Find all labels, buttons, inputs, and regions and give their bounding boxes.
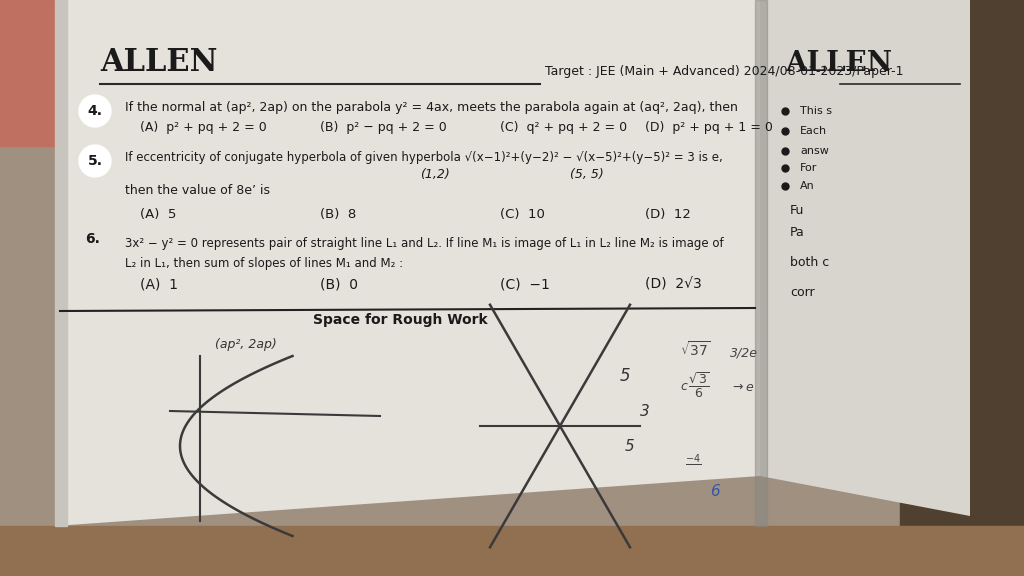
Text: 6: 6 xyxy=(710,484,720,499)
Text: ALLEN: ALLEN xyxy=(100,47,217,78)
Text: Each: Each xyxy=(800,126,827,136)
Text: For: For xyxy=(800,163,817,173)
Text: (C)  −1: (C) −1 xyxy=(500,277,550,291)
Text: 5: 5 xyxy=(625,439,635,454)
Text: Fu: Fu xyxy=(790,204,805,217)
Text: 3: 3 xyxy=(640,404,650,419)
Bar xyxy=(755,0,767,526)
Text: 4.: 4. xyxy=(87,104,102,118)
Text: (D)  12: (D) 12 xyxy=(645,208,691,221)
Bar xyxy=(900,0,1024,576)
Circle shape xyxy=(79,95,111,127)
Text: 3/2e: 3/2e xyxy=(730,346,758,359)
Text: ALLEN: ALLEN xyxy=(785,50,892,77)
Text: 3x² − y² = 0 represents pair of straight line L₁ and L₂. If line M₁ is image of : 3x² − y² = 0 represents pair of straight… xyxy=(125,237,724,249)
Text: corr: corr xyxy=(790,286,815,299)
Text: $\frac{-4}{\ }$: $\frac{-4}{\ }$ xyxy=(685,455,701,469)
Bar xyxy=(340,0,540,96)
Text: (1,2): (1,2) xyxy=(420,168,450,181)
Text: answ: answ xyxy=(800,146,828,156)
Bar xyxy=(0,526,1024,576)
Text: $\sqrt{37}$: $\sqrt{37}$ xyxy=(680,340,711,359)
Text: An: An xyxy=(800,181,815,191)
Text: Space for Rough Work: Space for Rough Work xyxy=(312,313,487,327)
Text: both c: both c xyxy=(790,256,829,269)
Text: 5: 5 xyxy=(620,367,631,385)
Text: If eccentricity of conjugate hyperbola of given hyperbola √(x−1)²+(y−2)² − √(x−5: If eccentricity of conjugate hyperbola o… xyxy=(125,151,723,165)
Bar xyxy=(540,0,1024,196)
Text: (D)  p² + pq + 1 = 0: (D) p² + pq + 1 = 0 xyxy=(645,121,773,134)
Text: 6.: 6. xyxy=(85,232,100,246)
Circle shape xyxy=(79,145,111,177)
Text: (C)  q² + pq + 2 = 0: (C) q² + pq + 2 = 0 xyxy=(500,121,627,134)
Text: $c\,\dfrac{\sqrt{3}}{6}$: $c\,\dfrac{\sqrt{3}}{6}$ xyxy=(680,371,710,400)
Bar xyxy=(55,0,67,526)
Text: 5.: 5. xyxy=(87,154,102,168)
Text: $\rightarrow e$: $\rightarrow e$ xyxy=(730,381,755,394)
Text: Target : JEE (Main + Advanced) 2024/08-01-2023/Paper-1: Target : JEE (Main + Advanced) 2024/08-0… xyxy=(545,65,903,78)
Text: (5, 5): (5, 5) xyxy=(570,168,604,181)
Text: (B)  p² − pq + 2 = 0: (B) p² − pq + 2 = 0 xyxy=(319,121,446,134)
Text: L₂ in L₁, then sum of slopes of lines M₁ and M₂ :: L₂ in L₁, then sum of slopes of lines M₁… xyxy=(125,257,403,271)
Text: (B)  0: (B) 0 xyxy=(319,277,358,291)
Text: (A)  5: (A) 5 xyxy=(140,208,176,221)
Text: (B)  8: (B) 8 xyxy=(319,208,356,221)
Polygon shape xyxy=(55,0,760,526)
Bar xyxy=(0,0,340,146)
Text: If the normal at (ap², 2ap) on the parabola y² = 4ax, meets the parabola again a: If the normal at (ap², 2ap) on the parab… xyxy=(125,101,738,115)
Text: (A)  p² + pq + 2 = 0: (A) p² + pq + 2 = 0 xyxy=(140,121,266,134)
Text: (ap², 2ap): (ap², 2ap) xyxy=(215,338,276,351)
Text: then the value of 8e’ is: then the value of 8e’ is xyxy=(125,184,270,197)
Text: (A)  1: (A) 1 xyxy=(140,277,178,291)
Text: (D)  2√3: (D) 2√3 xyxy=(645,277,701,291)
Text: Pa: Pa xyxy=(790,226,805,239)
Polygon shape xyxy=(760,0,970,516)
Text: This s: This s xyxy=(800,106,831,116)
Text: (C)  10: (C) 10 xyxy=(500,208,545,221)
